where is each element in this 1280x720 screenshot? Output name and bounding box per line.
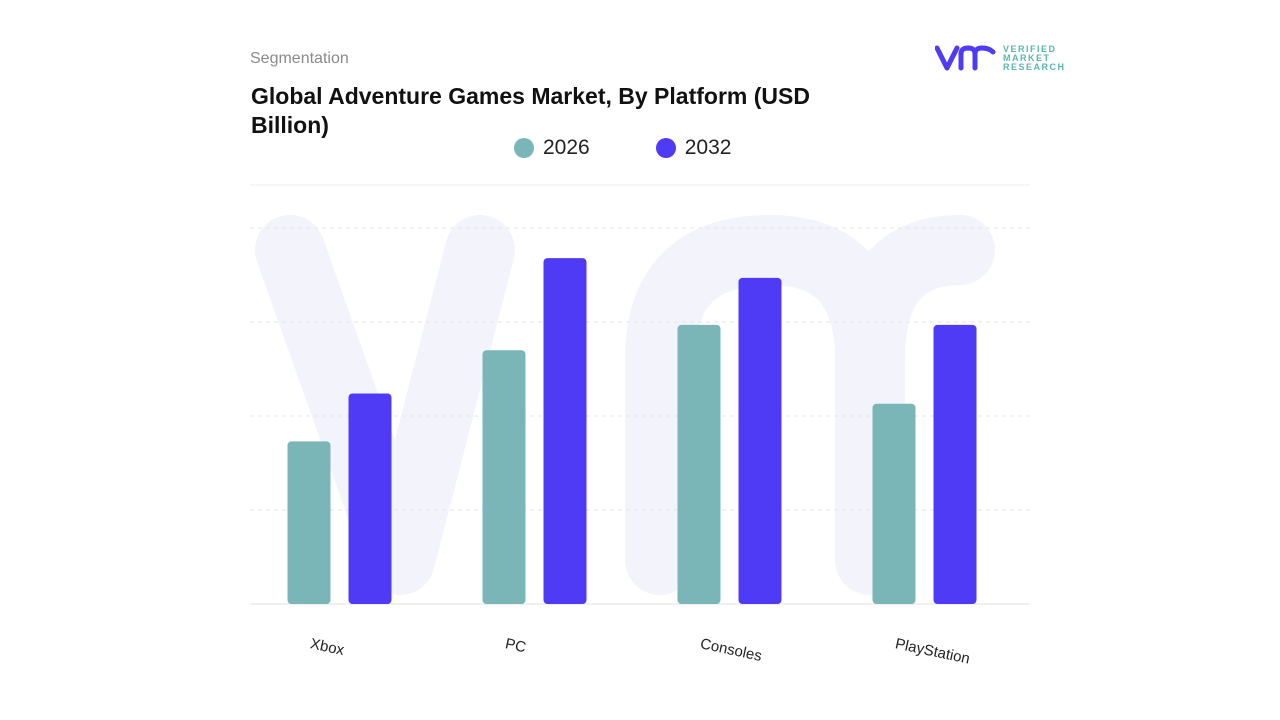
- legend-dot: [514, 138, 534, 158]
- logo-line: MARKET: [1003, 52, 1051, 63]
- legend-item-2026[interactable]: 2026: [514, 136, 590, 160]
- logo-text: VERIFIED MARKET RESEARCH: [1003, 43, 1066, 72]
- legend-item-2032[interactable]: 2032: [655, 136, 732, 160]
- x-tick-label: Consoles: [699, 635, 764, 665]
- segment-label: Segmentation: [250, 50, 349, 67]
- x-tick-label: Xbox: [309, 635, 346, 659]
- legend-label: 2032: [684, 136, 732, 159]
- watermark: [255, 215, 995, 595]
- bar-consoles-2026[interactable]: [677, 324, 721, 604]
- logo-line: RESEARCH: [1003, 61, 1066, 72]
- legend-label: 2026: [543, 136, 590, 159]
- bar-playstation-2032[interactable]: [933, 324, 977, 604]
- x-tick-label: PlayStation: [894, 635, 972, 667]
- vmr-logo: VERIFIED MARKET RESEARCH: [935, 44, 1066, 72]
- bar-xbox-2026[interactable]: [287, 441, 331, 604]
- chart-title: Global Adventure Games Market, By Platfo…: [251, 83, 810, 138]
- x-tick-label: PC: [504, 635, 528, 656]
- legend: 2026 2032: [514, 136, 731, 160]
- bar-playstation-2026[interactable]: [872, 403, 916, 604]
- bar-pc-2026[interactable]: [482, 350, 526, 604]
- bar-pc-2032[interactable]: [543, 258, 587, 604]
- bar-xbox-2032[interactable]: [348, 393, 392, 604]
- vmr-logo-icon: [935, 45, 996, 71]
- bar-consoles-2032[interactable]: [738, 277, 782, 604]
- logo-line: VERIFIED: [1003, 43, 1057, 54]
- legend-dot: [655, 138, 676, 158]
